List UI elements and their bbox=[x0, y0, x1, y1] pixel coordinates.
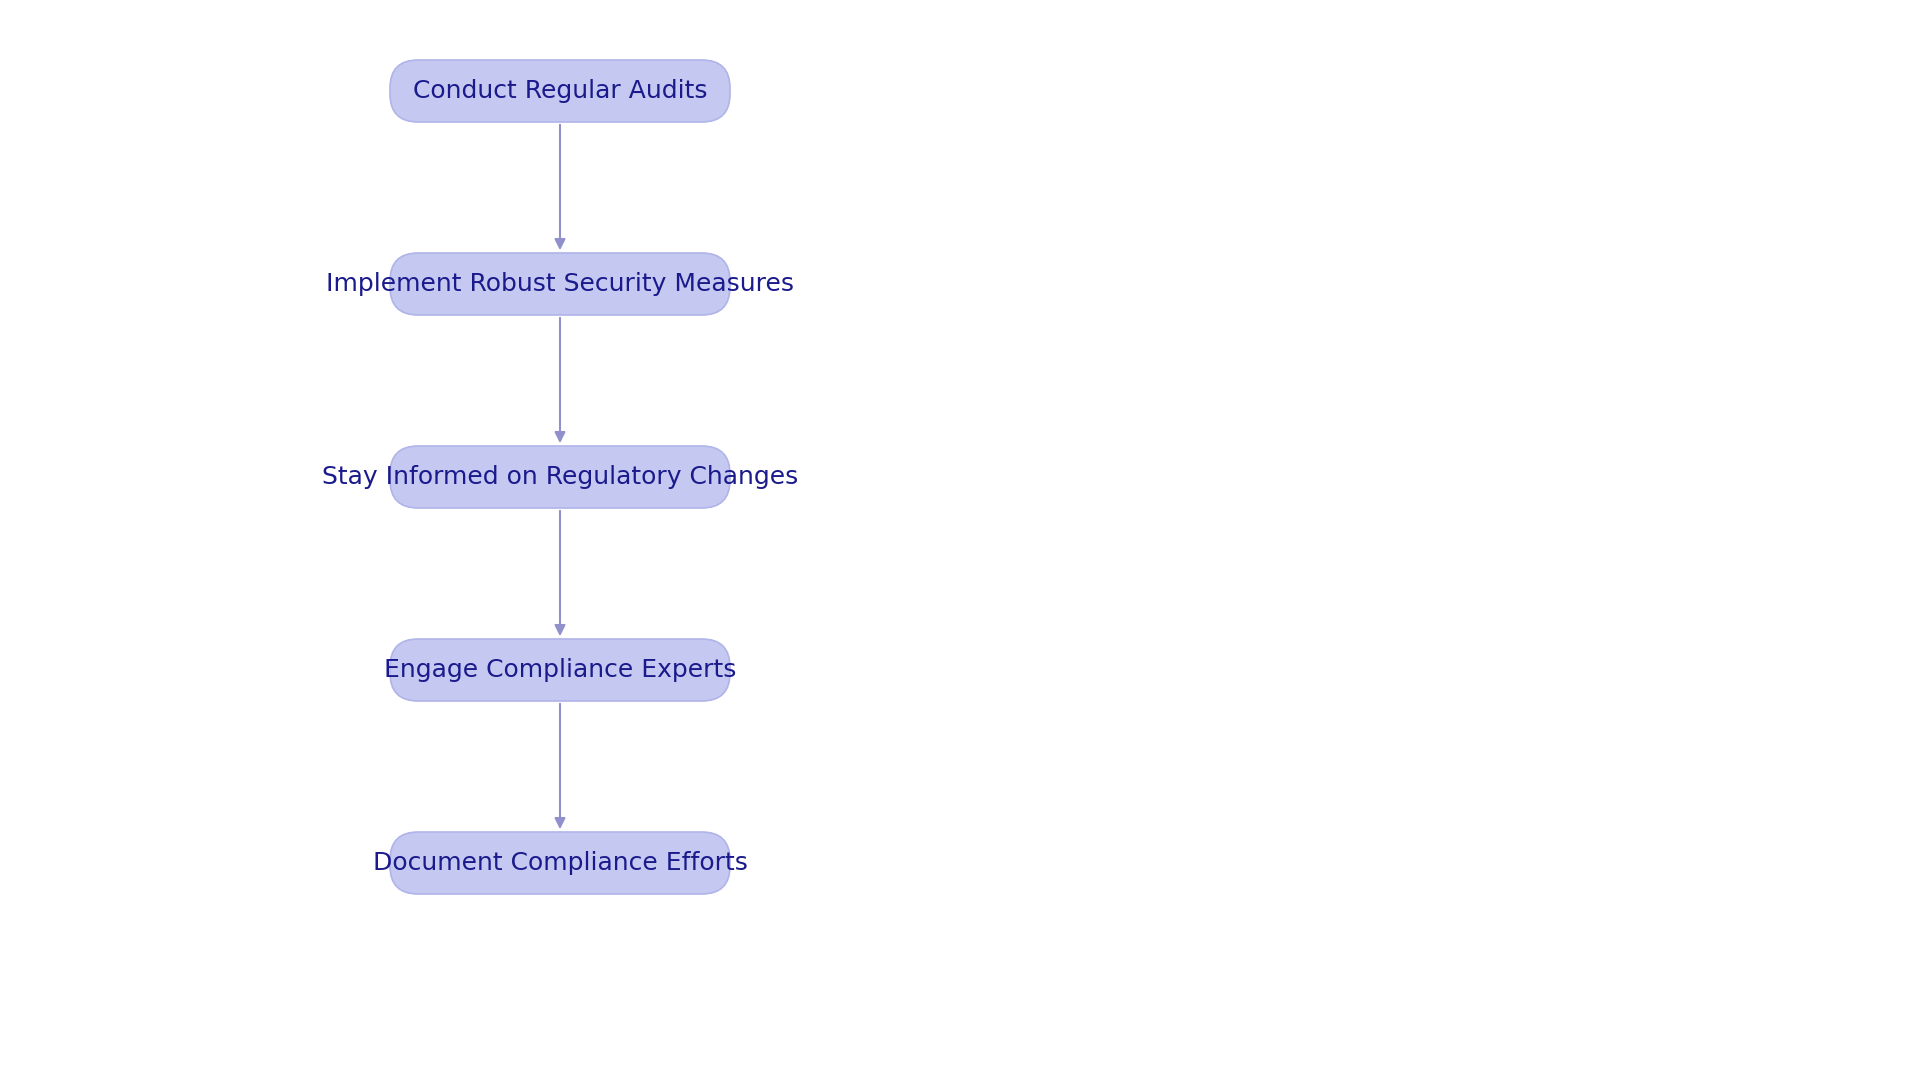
FancyBboxPatch shape bbox=[390, 60, 730, 122]
FancyBboxPatch shape bbox=[390, 446, 730, 508]
Text: Implement Robust Security Measures: Implement Robust Security Measures bbox=[326, 272, 795, 296]
FancyBboxPatch shape bbox=[390, 253, 730, 315]
Text: Engage Compliance Experts: Engage Compliance Experts bbox=[384, 658, 735, 682]
FancyBboxPatch shape bbox=[390, 832, 730, 893]
FancyBboxPatch shape bbox=[390, 639, 730, 701]
Text: Stay Informed on Regulatory Changes: Stay Informed on Regulatory Changes bbox=[323, 465, 799, 490]
Text: Document Compliance Efforts: Document Compliance Efforts bbox=[372, 851, 747, 875]
Text: Conduct Regular Audits: Conduct Regular Audits bbox=[413, 79, 707, 103]
